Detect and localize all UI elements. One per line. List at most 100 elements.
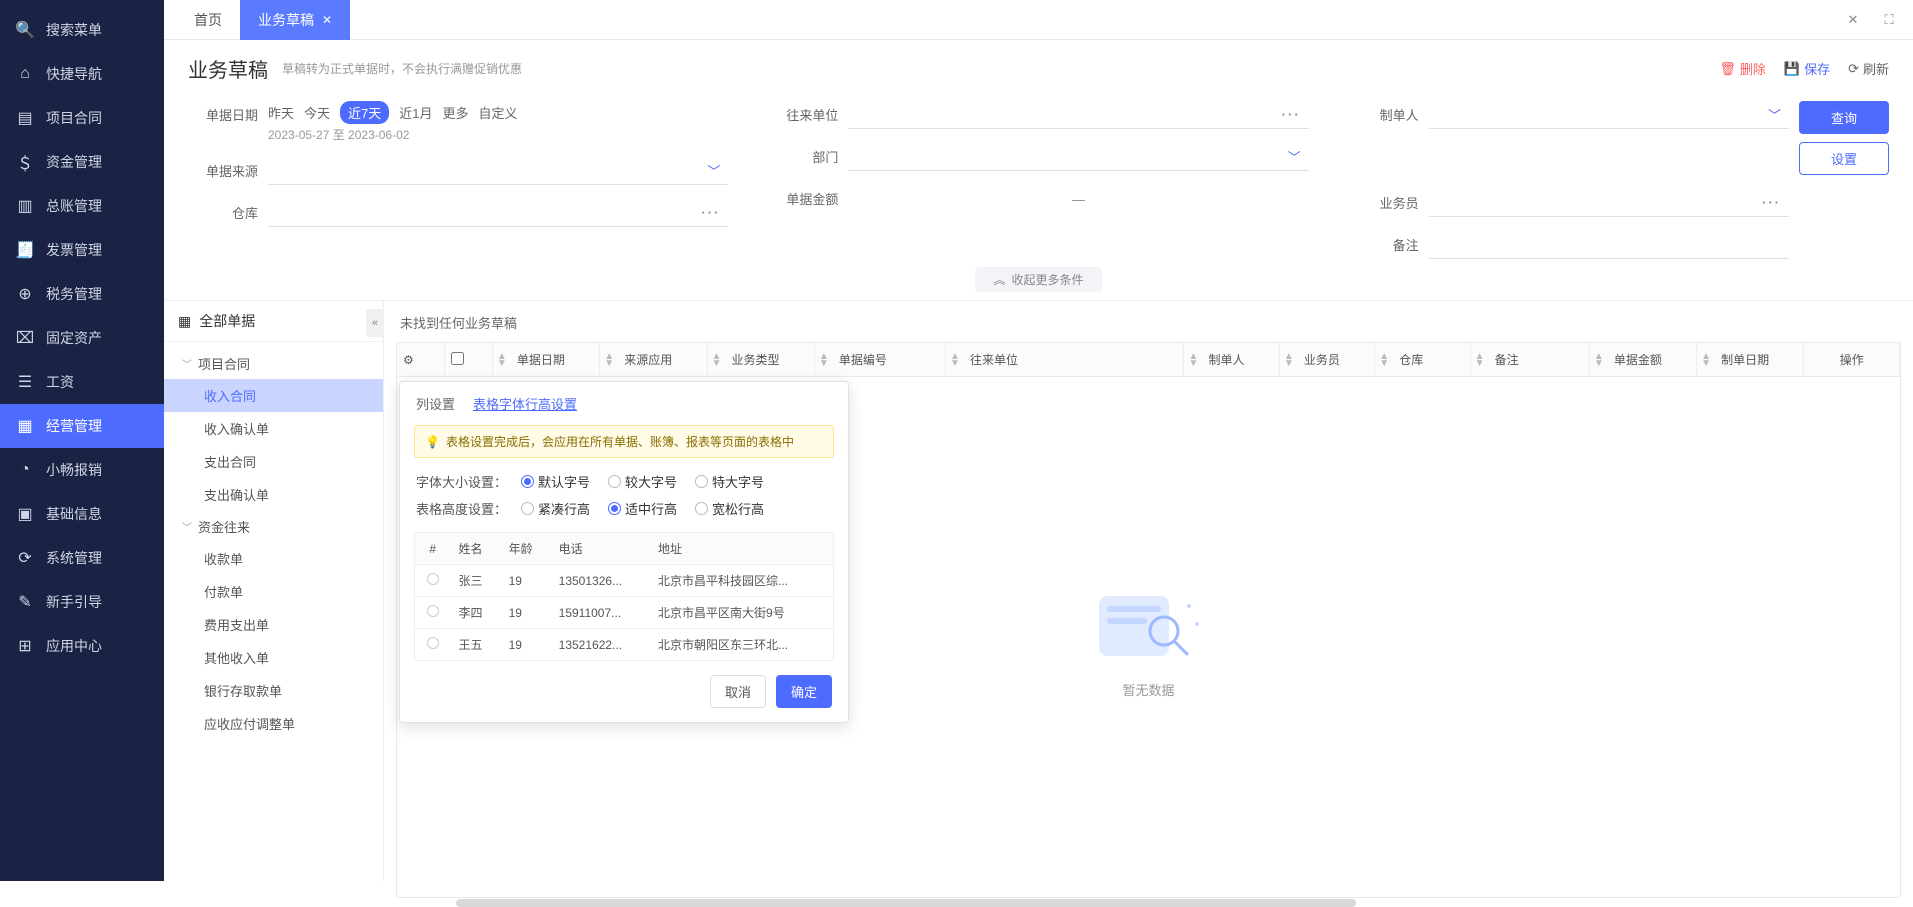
invoice-icon: 🧾 — [16, 241, 34, 259]
file-icon: ▤ — [16, 109, 34, 127]
select-all-checkbox[interactable] — [451, 352, 464, 365]
tab-close-icon[interactable]: ✕ — [322, 13, 332, 27]
tree-collapse-button[interactable]: « — [366, 309, 384, 337]
sort-icon: ▲▼ — [950, 353, 960, 367]
table-col-5[interactable]: ▲▼制单人 — [1184, 343, 1279, 377]
tree-item-1-4[interactable]: 银行存取款单 — [164, 674, 383, 707]
tab-1[interactable]: 业务草稿✕ — [240, 0, 350, 40]
filter-label-partner: 往来单位 — [768, 101, 838, 124]
apps-icon: ⊞ — [16, 637, 34, 655]
font-option-2[interactable]: 特大字号 — [695, 472, 764, 491]
delete-button[interactable]: 🗑删除 — [1719, 59, 1766, 78]
tab-0[interactable]: 首页 — [176, 0, 240, 40]
maker-select[interactable]: ﹀ — [1429, 101, 1789, 129]
sidebar-item-label: 小畅报销 — [46, 460, 102, 480]
settings-cancel-button[interactable]: 取消 — [710, 675, 766, 708]
amount-range[interactable]: — — [848, 185, 1308, 213]
sidebar-item-13[interactable]: ✎新手引导 — [0, 580, 164, 624]
source-select[interactable]: ﹀ — [268, 157, 728, 185]
sidebar-item-0[interactable]: 🔍搜索菜单 — [0, 8, 164, 52]
table-col-8[interactable]: ▲▼备注 — [1470, 343, 1589, 377]
sidebar-item-label: 经营管理 — [46, 416, 102, 436]
table-col-9[interactable]: ▲▼单据金额 — [1589, 343, 1696, 377]
radio-icon — [695, 502, 708, 515]
height-option-2[interactable]: 宽松行高 — [695, 499, 764, 518]
page-header: 业务草稿 草稿转为正式单据时，不会执行满赠促销优惠 🗑删除 💾保存 ⟳刷新 — [164, 40, 1913, 91]
table-col-2[interactable]: ▲▼业务类型 — [707, 343, 814, 377]
sidebar-item-8[interactable]: ☰工资 — [0, 360, 164, 404]
height-option-0[interactable]: 紧凑行高 — [521, 499, 590, 518]
date-quick-custom[interactable]: 自定义 — [479, 103, 518, 122]
table-col-11[interactable]: 操作 — [1804, 343, 1900, 377]
font-option-0[interactable]: 默认字号 — [521, 472, 590, 491]
sidebar-item-12[interactable]: ⟳系统管理 — [0, 536, 164, 580]
sidebar-item-14[interactable]: ⊞ 应用中心 — [0, 624, 164, 668]
filter-label-sales: 业务员 — [1349, 189, 1419, 212]
font-option-1[interactable]: 较大字号 — [608, 472, 677, 491]
sales-select[interactable]: ··· — [1429, 189, 1789, 217]
tree-item-1-0[interactable]: 收款单 — [164, 542, 383, 575]
dept-select[interactable]: ﹀ — [848, 143, 1308, 171]
date-quick-more[interactable]: 更多 — [443, 103, 469, 122]
tree-item-0-1[interactable]: 收入确认单 — [164, 412, 383, 445]
table-col-1[interactable]: ▲▼来源应用 — [600, 343, 707, 377]
sidebar-item-7[interactable]: ⌧固定资产 — [0, 316, 164, 360]
sidebar-item-6[interactable]: ⊕税务管理 — [0, 272, 164, 316]
table-col-4[interactable]: ▲▼往来单位 — [945, 343, 1183, 377]
date-quick-week[interactable]: 近7天 — [340, 101, 389, 124]
tab-close-all-button[interactable]: ✕ — [1841, 8, 1865, 32]
sidebar-item-label: 应用中心 — [46, 636, 102, 656]
radio-icon — [521, 475, 534, 488]
table-col-7[interactable]: ▲▼仓库 — [1375, 343, 1470, 377]
sidebar-item-5[interactable]: 🧾发票管理 — [0, 228, 164, 272]
refresh-button[interactable]: ⟳刷新 — [1848, 59, 1889, 78]
query-button[interactable]: 查询 — [1799, 101, 1889, 134]
tree-item-0-2[interactable]: 支出合同 — [164, 445, 383, 478]
sidebar-item-9[interactable]: ▦ 经营管理 — [0, 404, 164, 448]
main-area: 首页业务草稿✕ ✕ ⛶ 业务草稿 草稿转为正式单据时，不会执行满赠促销优惠 🗑删… — [164, 0, 1913, 881]
settings-button[interactable]: 设置 — [1799, 142, 1889, 175]
tree-group-1[interactable]: ﹀资金往来 — [164, 511, 383, 542]
settings-tab-columns[interactable]: 列设置 — [416, 394, 455, 413]
fullscreen-button[interactable]: ⛶ — [1877, 8, 1901, 32]
lightbulb-icon: 💡 — [425, 435, 440, 449]
preview-col-1: 姓名 — [451, 533, 501, 565]
radio-icon — [521, 502, 534, 515]
table-select-all[interactable] — [445, 343, 493, 377]
tree-item-1-2[interactable]: 费用支出单 — [164, 608, 383, 641]
date-quick-today[interactable]: 今天 — [304, 103, 330, 122]
tree-group-0[interactable]: ﹀项目合同 — [164, 348, 383, 379]
partner-select[interactable]: ··· — [848, 101, 1308, 129]
tree-item-1-3[interactable]: 其他收入单 — [164, 641, 383, 674]
radio-icon[interactable] — [427, 573, 439, 585]
table-col-3[interactable]: ▲▼单据编号 — [814, 343, 945, 377]
sidebar-item-10[interactable]: ◔小畅报销 — [0, 448, 164, 492]
sidebar-item-1[interactable]: ⌂快捷导航 — [0, 52, 164, 96]
height-option-1[interactable]: 适中行高 — [608, 499, 677, 518]
filter-label-remark: 备注 — [1349, 231, 1419, 254]
tree-item-0-0[interactable]: 收入合同 — [164, 379, 383, 412]
settings-ok-button[interactable]: 确定 — [776, 675, 832, 708]
table-settings-cog[interactable]: ⚙ — [397, 343, 445, 377]
radio-icon[interactable] — [427, 605, 439, 617]
sidebar-item-11[interactable]: ▣基础信息 — [0, 492, 164, 536]
tree-item-1-1[interactable]: 付款单 — [164, 575, 383, 608]
table-col-6[interactable]: ▲▼业务员 — [1279, 343, 1374, 377]
remark-input[interactable] — [1429, 231, 1789, 259]
table-col-0[interactable]: ▲▼单据日期 — [492, 343, 599, 377]
radio-icon[interactable] — [427, 637, 439, 649]
date-quick-month[interactable]: 近1月 — [399, 103, 432, 122]
table-col-10[interactable]: ▲▼制单日期 — [1697, 343, 1804, 377]
settings-tab-style[interactable]: 表格字体行高设置 — [473, 394, 577, 413]
book-icon: ▥ — [16, 197, 34, 215]
sidebar-item-2[interactable]: ▤项目合同 — [0, 96, 164, 140]
sidebar-item-3[interactable]: ＄资金管理 — [0, 140, 164, 184]
sidebar-item-4[interactable]: ▥总账管理 — [0, 184, 164, 228]
tree-item-1-5[interactable]: 应收应付调整单 — [164, 707, 383, 740]
tree-item-0-3[interactable]: 支出确认单 — [164, 478, 383, 511]
save-button[interactable]: 💾保存 — [1784, 59, 1830, 78]
collapse-filters-button[interactable]: ︽收起更多条件 — [975, 267, 1101, 292]
manage-icon: ▦ — [16, 417, 34, 435]
date-quick-yesterday[interactable]: 昨天 — [268, 103, 294, 122]
warehouse-select[interactable]: ··· — [268, 199, 728, 227]
